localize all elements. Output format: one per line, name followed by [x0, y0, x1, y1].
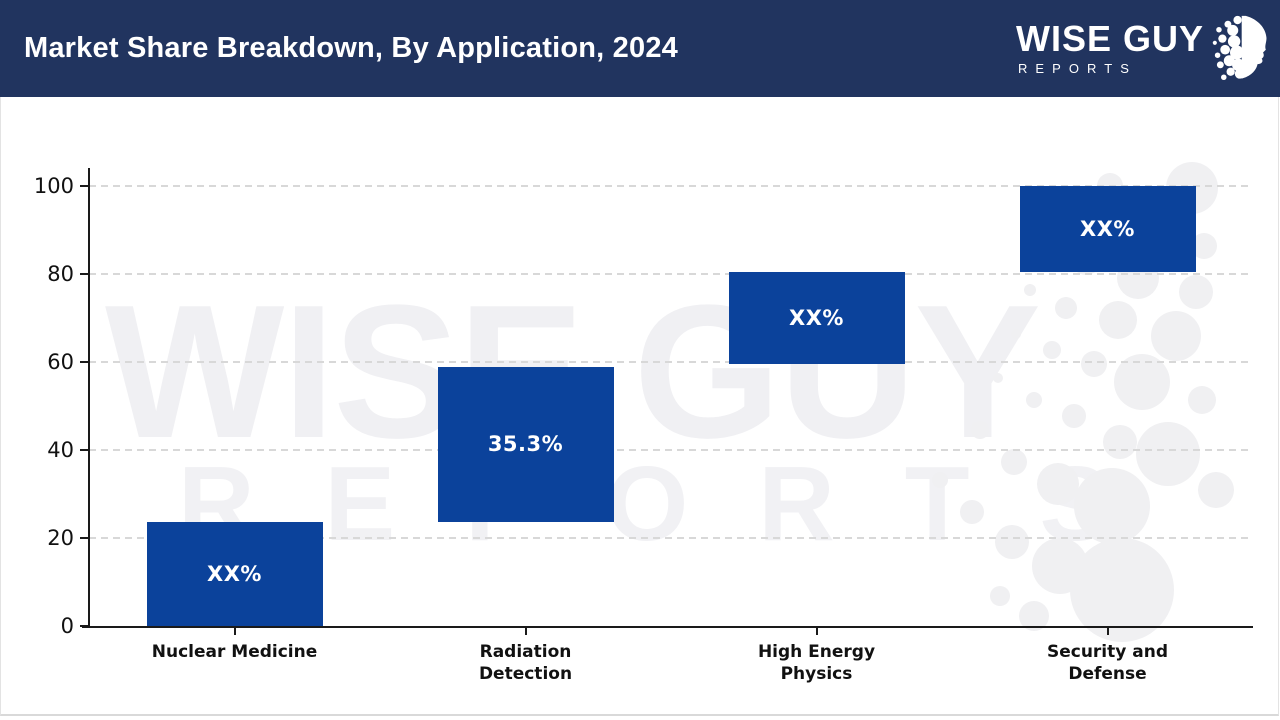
x-category-label-radiation-detection: Radiation Detection [396, 641, 656, 685]
x-category-label-security-and-defense: Security and Defense [978, 641, 1238, 685]
bar-radiation-detection: 35.3% [437, 366, 614, 523]
y-tick-label-20: 20 [47, 526, 74, 550]
x-tick-high-energy-physics [815, 628, 818, 635]
chart-title: Market Share Breakdown, By Application, … [24, 32, 678, 64]
bar-high-energy-physics: XX% [728, 272, 905, 364]
x-category-label-line: Physics [780, 664, 853, 684]
brand-head-icon [1212, 15, 1267, 80]
header: Market Share Breakdown, By Application, … [0, 0, 1280, 97]
brand-name: WISE GUY [1015, 18, 1204, 59]
brand-logo: WISE GUY REPORTS [1016, 0, 1272, 97]
y-tick-60 [80, 361, 88, 363]
x-category-label-line: Defense [1068, 664, 1147, 684]
x-tick-security-and-defense [1106, 628, 1109, 635]
gridline-40 [89, 449, 1253, 451]
watermark-tagline-text: REPORTS [178, 445, 1181, 563]
bar-security-and-defense: XX% [1019, 186, 1196, 272]
bar-value-label: XX% [789, 305, 844, 330]
y-tick-80 [80, 273, 88, 275]
y-tick-label-80: 80 [47, 262, 74, 286]
x-category-label-line: Nuclear Medicine [151, 642, 318, 662]
x-category-label-line: High Energy [757, 642, 876, 662]
brand-tagline: REPORTS [1017, 61, 1137, 76]
bar-value-label: XX% [1080, 216, 1135, 241]
y-tick-40 [80, 449, 88, 451]
y-tick-20 [80, 537, 88, 539]
y-tick-100 [80, 185, 88, 187]
x-category-label-nuclear-medicine: Nuclear Medicine [105, 641, 365, 663]
x-axis [82, 626, 1253, 628]
gridline-20 [89, 537, 1253, 539]
y-axis [88, 168, 90, 628]
x-tick-radiation-detection [524, 628, 527, 635]
bar-value-label: XX% [207, 562, 262, 587]
y-tick-label-0: 0 [60, 614, 74, 638]
x-category-label-high-energy-physics: High Energy Physics [687, 641, 947, 685]
brand-logo-text: WISE GUY REPORTS [1015, 18, 1204, 77]
y-tick-0 [80, 625, 88, 627]
gridline-100 [89, 185, 1253, 187]
x-category-label-line: Security and [1046, 642, 1169, 662]
y-tick-label-60: 60 [47, 350, 74, 374]
x-category-label-line: Detection [478, 664, 573, 684]
x-tick-nuclear-medicine [233, 628, 236, 635]
y-tick-label-100: 100 [33, 174, 74, 198]
y-tick-label-40: 40 [47, 438, 74, 462]
bar-nuclear-medicine: XX% [146, 522, 323, 626]
gridline-60 [89, 361, 1253, 363]
gridline-80 [89, 273, 1253, 275]
bar-value-label: 35.3% [487, 432, 564, 457]
x-category-label-line: Radiation [479, 642, 572, 662]
